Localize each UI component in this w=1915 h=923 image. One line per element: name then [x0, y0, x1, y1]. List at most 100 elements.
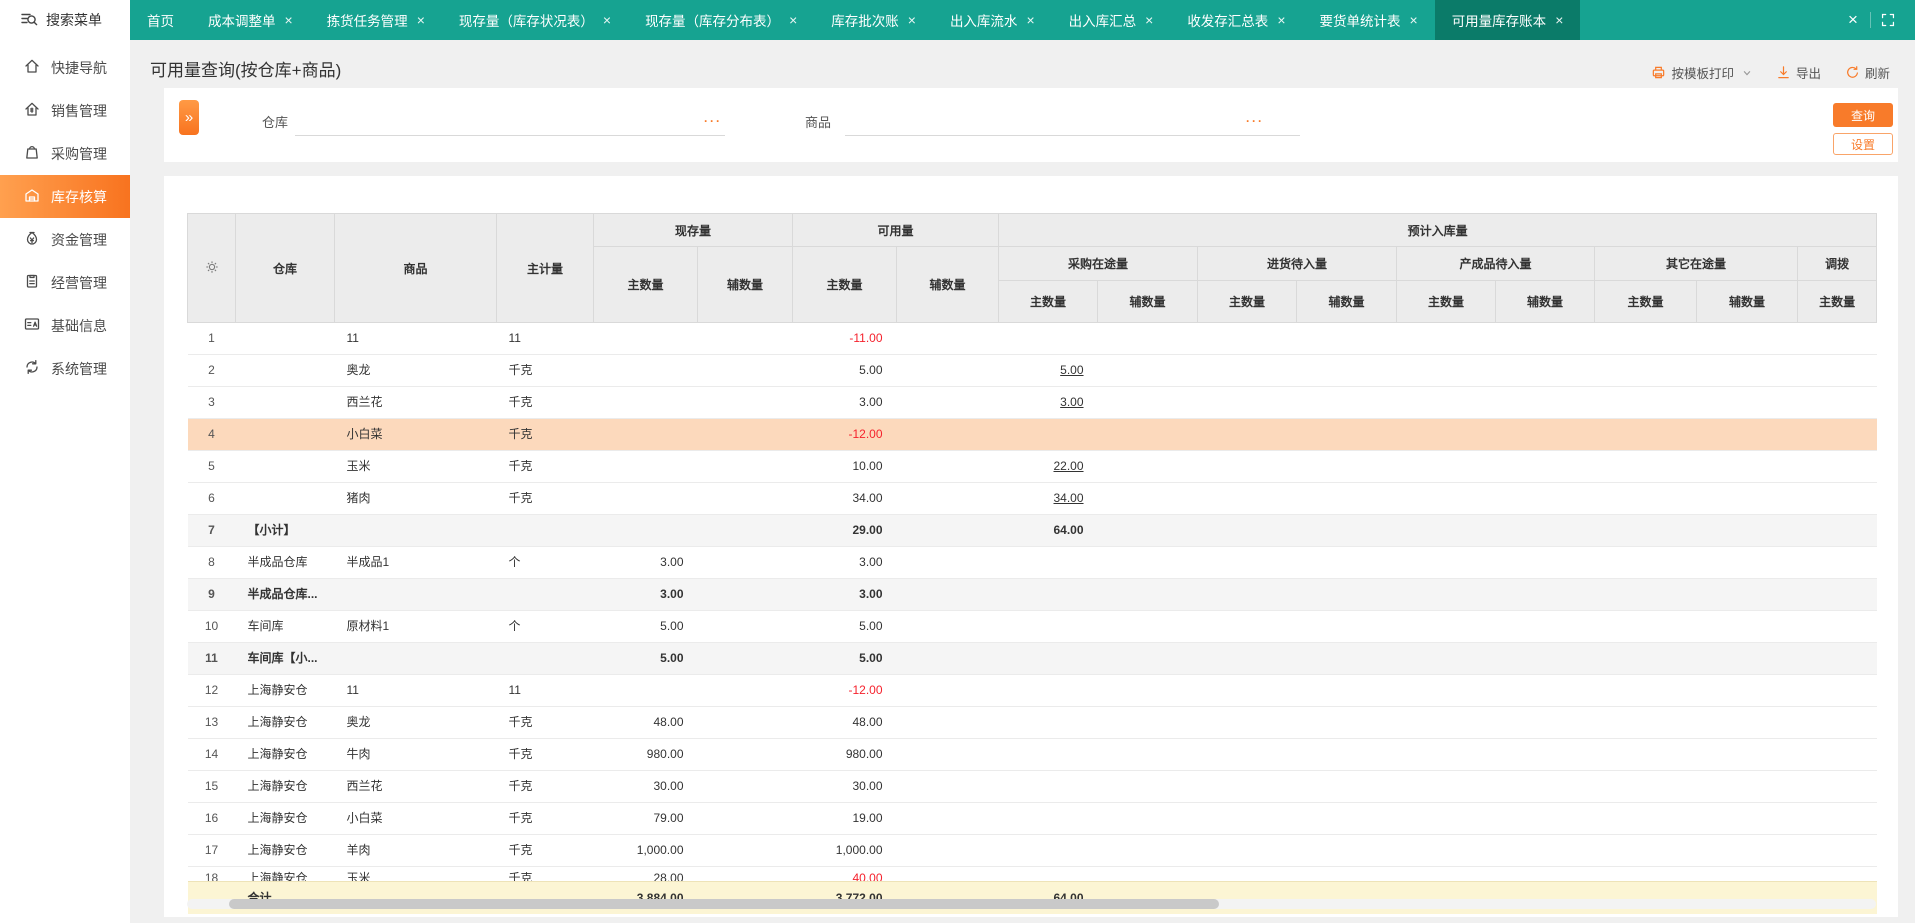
sidebar-item-base-info[interactable]: 基础信息	[0, 304, 130, 347]
export-button[interactable]: 导出	[1776, 63, 1821, 82]
cell-product	[334, 881, 497, 914]
cell-value: 48.00	[852, 715, 883, 729]
tab-close-icon[interactable]: ×	[907, 12, 916, 28]
sidebar-item-inventory[interactable]: 库存核算	[0, 175, 130, 218]
cell-unit	[496, 578, 594, 611]
cell-value: 玉米	[346, 459, 371, 473]
quantity-drilldown-link[interactable]: 3.00	[1060, 395, 1084, 409]
cell-inbound_aux	[1296, 578, 1397, 611]
tab-available-ledger[interactable]: 可用量库存账本 ×	[1434, 0, 1581, 40]
warehouse-label: 仓库	[262, 115, 289, 130]
cell-value: 30.00	[653, 779, 684, 793]
sidebar-item-system[interactable]: 系统管理	[0, 347, 130, 390]
tab-close-icon[interactable]: ×	[602, 12, 612, 28]
column-settings-gear-icon[interactable]	[187, 213, 236, 323]
table-row[interactable]: 16 上海静安仓 小白菜 千克 79.00 19.00	[187, 802, 1877, 835]
cell-purchase_aux	[1097, 610, 1198, 643]
sidebar-item-purchase[interactable]: 采购管理	[0, 132, 130, 175]
tab-inout-summary[interactable]: 出入库汇总 ×	[1052, 0, 1171, 40]
tab-close-icon[interactable]: ×	[284, 12, 293, 28]
cell-avail_aux	[896, 514, 999, 547]
tab-close-icon[interactable]: ×	[789, 12, 798, 28]
product-picker-ellipsis-icon[interactable]: ···	[1246, 114, 1264, 128]
cell-value: 11	[205, 651, 218, 665]
table-row[interactable]: 13 上海静安仓 奥龙 千克 48.00 48.00	[187, 706, 1877, 739]
cell-value: 半成品仓库...	[247, 587, 318, 601]
quantity-drilldown-link[interactable]: 22.00	[1053, 459, 1084, 473]
cell-value: 17	[204, 843, 219, 857]
cell-transfer_main	[1797, 802, 1877, 835]
cell-stock_main: 3.00	[593, 578, 698, 611]
menu-search[interactable]: 搜索菜单	[0, 0, 130, 40]
table-row[interactable]: 11 车间库【小... 5.00 5.00	[187, 642, 1877, 675]
tab-close-icon[interactable]: ×	[1145, 12, 1154, 28]
cell-inbound_main	[1197, 802, 1297, 835]
tab-picking-task[interactable]: 拣货任务管理 ×	[310, 0, 442, 40]
cell-value: 千克	[508, 363, 533, 377]
table-row[interactable]: 7 【小计】 29.00 64.00	[187, 514, 1877, 547]
cell-finished_aux	[1495, 834, 1595, 867]
tab-inout-flow[interactable]: 出入库流水 ×	[933, 0, 1052, 40]
warehouse-input[interactable]	[295, 135, 725, 136]
sidebar-item-quick-nav[interactable]: 快捷导航	[0, 46, 130, 89]
warehouse-picker-ellipsis-icon[interactable]: ···	[704, 114, 722, 128]
cell-other_main	[1594, 514, 1697, 547]
table-row[interactable]: 17 上海静安仓 羊肉 千克 1,000.00 1,000.00	[187, 834, 1877, 867]
tab-home[interactable]: 首页	[130, 0, 191, 40]
sidebar-item-operations[interactable]: 经营管理	[0, 261, 130, 304]
tab-close-icon[interactable]: ×	[1555, 12, 1564, 28]
cell-avail_aux	[896, 418, 999, 451]
cell-value: 79.00	[653, 811, 684, 825]
table-row[interactable]: 6 猪肉 千克 34.00 34.00	[187, 482, 1877, 515]
tab-stock-status[interactable]: 现存量（库存状况表） ×	[442, 0, 628, 40]
cell-n: 7	[187, 514, 236, 547]
table-row[interactable]: 9 半成品仓库... 3.00 3.00	[187, 578, 1877, 611]
tab-close-icon[interactable]: ×	[1277, 12, 1286, 28]
quantity-drilldown-link[interactable]: 5.00	[1060, 363, 1084, 377]
table-row[interactable]: 8 半成品仓库 半成品1 个 3.00 3.00	[187, 546, 1877, 579]
cell-value: 千克	[508, 779, 533, 793]
print-by-template-button[interactable]: 按模板打印	[1651, 63, 1752, 82]
horizontal-scrollbar[interactable]	[187, 899, 1876, 909]
header-group-stock: 现存量	[592, 213, 794, 247]
quantity-drilldown-link[interactable]: 34.00	[1053, 491, 1084, 505]
table-row[interactable]: 5 玉米 千克 10.00 22.00	[187, 450, 1877, 483]
tab-close-icon[interactable]: ×	[1409, 12, 1418, 28]
table-row[interactable]: 14 上海静安仓 牛肉 千克 980.00 980.00	[187, 738, 1877, 771]
settings-button[interactable]: 设置	[1833, 133, 1893, 155]
purchase-bag-icon	[23, 143, 41, 164]
sidebar-item-sales[interactable]: 销售管理	[0, 89, 130, 132]
tab-close-icon[interactable]: ×	[1026, 12, 1035, 28]
table-row[interactable]: 2 奥龙 千克 5.00 5.00	[187, 354, 1877, 387]
fullscreen-icon[interactable]	[1871, 0, 1905, 40]
expand-filters-button[interactable]: »	[179, 100, 199, 135]
sidebar-item-funds[interactable]: 资金管理	[0, 218, 130, 261]
query-button[interactable]: 查询	[1833, 103, 1893, 127]
table-row[interactable]: 10 车间库 原材料1 个 5.00 5.00	[187, 610, 1877, 643]
tab-stock-distribution[interactable]: 现存量（库存分布表） ×	[628, 0, 814, 40]
sidebar-item-label: 系统管理	[51, 360, 107, 377]
cell-other_main	[1594, 354, 1697, 387]
table-row[interactable]: 15 上海静安仓 西兰花 千克 30.00 30.00	[187, 770, 1877, 803]
product-input[interactable]	[845, 135, 1300, 136]
tab-recv-send-summary[interactable]: 收发存汇总表 ×	[1170, 0, 1302, 40]
tab-demand-stats[interactable]: 要货单统计表 ×	[1303, 0, 1435, 40]
cell-purchase_main	[998, 834, 1098, 867]
tab-cost-adjust[interactable]: 成本调整单 ×	[191, 0, 310, 40]
refresh-button[interactable]: 刷新	[1845, 63, 1890, 82]
tab-stock-batch[interactable]: 库存批次账 ×	[814, 0, 933, 40]
tab-close-icon[interactable]: ×	[416, 12, 425, 28]
table-row[interactable]: 3 西兰花 千克 3.00 3.00	[187, 386, 1877, 419]
table-row[interactable]: 1 11 11 -11.00	[187, 322, 1877, 355]
table-row[interactable]: 12 上海静安仓 11 11 -12.00	[187, 674, 1877, 707]
cell-finished_aux	[1495, 770, 1595, 803]
table-row[interactable]: 18 上海静安仓 玉米 千克 28.00 40.00	[188, 867, 1877, 882]
close-icon[interactable]: ×	[1848, 10, 1858, 29]
cell-unit: 千克	[496, 354, 594, 387]
cell-value: 48.00	[653, 715, 684, 729]
cell-value: 千克	[508, 427, 533, 441]
table-total-row[interactable]: 合计 3,884.00 3,772.00 64.00	[187, 881, 1877, 914]
scrollbar-thumb[interactable]	[229, 899, 1219, 909]
table-row[interactable]: 4 小白菜 千克 -12.00	[187, 418, 1877, 451]
cell-inbound_aux	[1296, 354, 1397, 387]
